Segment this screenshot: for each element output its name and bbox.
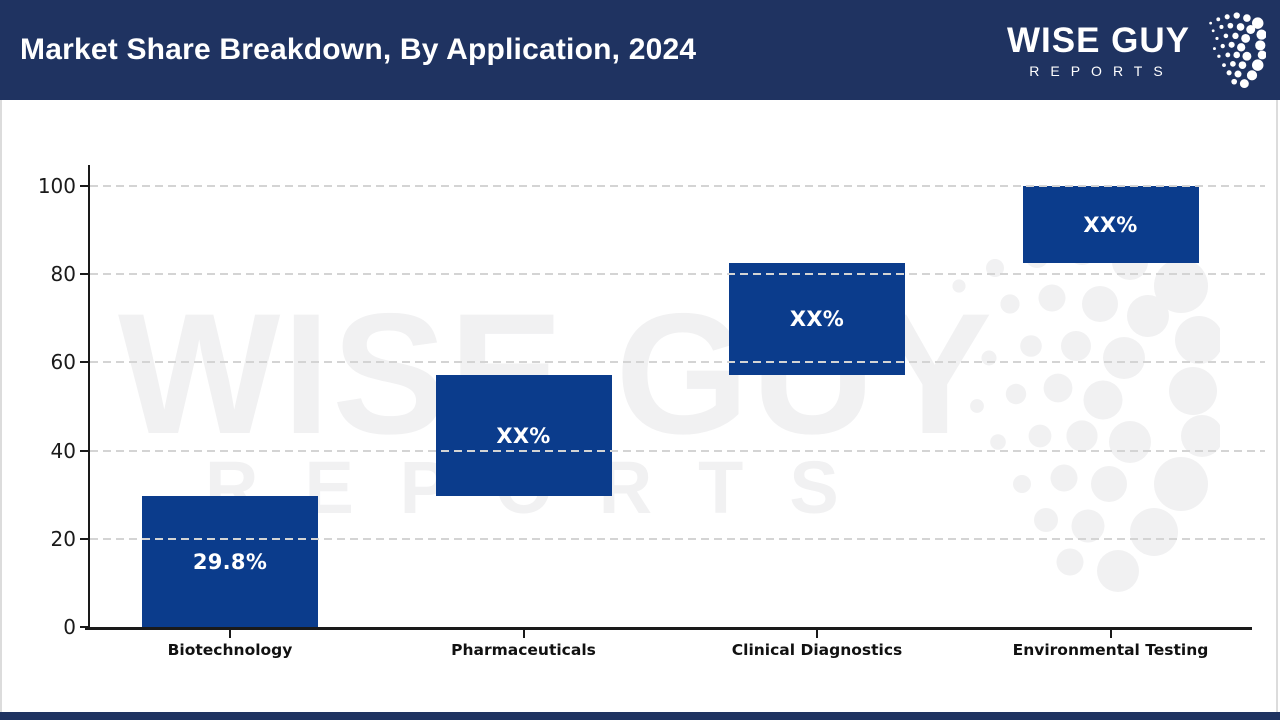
y-tick-100	[80, 185, 88, 187]
gridline-60	[90, 361, 1265, 363]
y-tick-label-80: 80	[50, 262, 76, 286]
category-label-pharmaceuticals: Pharmaceuticals	[451, 641, 596, 659]
logo-reports-text: REPORTS	[1029, 62, 1174, 79]
header-band: Market Share Breakdown, By Application, …	[0, 0, 1280, 100]
x-tick-pharmaceuticals	[522, 630, 525, 638]
y-tick-0	[80, 626, 88, 628]
page-title: Market Share Breakdown, By Application, …	[20, 33, 697, 66]
y-axis-line	[88, 165, 90, 629]
x-tick-environmental-testing	[1109, 630, 1112, 638]
gridline-80	[90, 273, 1265, 275]
gridline-40	[90, 450, 1265, 452]
y-tick-80	[80, 273, 88, 275]
bar-value-label-biotechnology: 29.8%	[192, 549, 268, 574]
bar-value-label-pharmaceuticals: XX%	[496, 423, 551, 448]
x-tick-biotechnology	[229, 630, 231, 638]
category-label-clinical-diagnostics: Clinical Diagnostics	[731, 641, 903, 659]
y-tick-label-60: 60	[50, 350, 76, 374]
y-tick-label-0: 0	[63, 615, 76, 639]
y-tick-20	[80, 538, 88, 540]
footer-bar	[0, 712, 1280, 720]
x-tick-clinical-diagnostics	[816, 630, 818, 638]
x-axis-line	[85, 627, 1252, 630]
y-tick-label-40: 40	[50, 439, 76, 463]
logo-wiseguy-text: WISE GUY	[1006, 20, 1190, 60]
y-tick-label-20: 20	[50, 527, 76, 551]
gridline-20	[90, 538, 1265, 540]
y-tick-label-100: 100	[37, 174, 76, 198]
bar-pharmaceuticals: XX%	[435, 375, 612, 496]
bar-value-label-clinical-diagnostics: XX%	[789, 307, 845, 331]
category-label-environmental-testing: Environmental Testing	[1012, 641, 1209, 659]
bar-value-label-environmental-testing: XX%	[1083, 212, 1138, 237]
y-tick-60	[80, 361, 88, 363]
category-label-biotechnology: Biotechnology	[167, 641, 293, 659]
y-tick-40	[80, 450, 88, 452]
bar-biotechnology: 29.8%	[142, 496, 318, 627]
bar-clinical-diagnostics: XX%	[729, 263, 905, 375]
logo-text: WISE GUY REPORTS	[1007, 23, 1190, 78]
bar-environmental-testing: XX%	[1022, 186, 1199, 263]
gridline-100	[90, 185, 1265, 187]
wiseguy-logo: WISE GUY REPORTS	[1007, 0, 1266, 100]
